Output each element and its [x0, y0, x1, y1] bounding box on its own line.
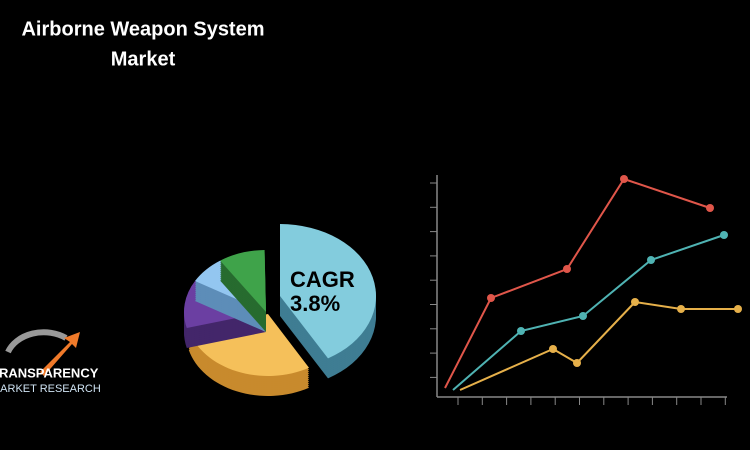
dot — [620, 175, 628, 183]
dot — [720, 231, 728, 239]
title: Market — [111, 48, 176, 70]
dot — [517, 327, 525, 335]
dot — [549, 345, 557, 353]
title: Airborne Weapon System — [21, 18, 264, 40]
dot — [734, 305, 742, 313]
ticks — [430, 182, 726, 405]
logo: TRANSPARENCY MARKET RESEARCH — [0, 329, 101, 395]
logo-arc — [5, 329, 68, 354]
logo-subtitle: MARKET RESEARCH — [0, 383, 101, 395]
cagr-value: 3.8% — [290, 291, 340, 316]
dot — [487, 294, 495, 302]
pie-illustration — [184, 224, 376, 396]
logo-name: TRANSPARENCY — [0, 365, 99, 380]
dot — [563, 265, 571, 273]
line-illustration — [430, 175, 742, 405]
dot — [677, 305, 685, 313]
dots — [487, 175, 742, 367]
line — [459, 300, 738, 391]
logo-arrow — [40, 332, 80, 376]
pie-slice — [280, 224, 376, 359]
dot — [647, 256, 655, 264]
cagr-label: CAGR — [290, 267, 355, 292]
dot — [579, 312, 587, 320]
dot — [631, 298, 639, 306]
pie-slice — [220, 250, 266, 312]
dot — [573, 359, 581, 367]
dot — [706, 204, 714, 212]
